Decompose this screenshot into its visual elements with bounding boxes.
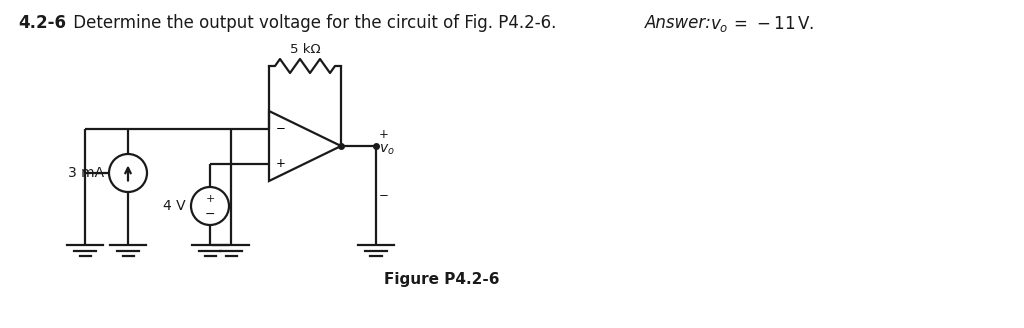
Text: +: + xyxy=(206,194,215,204)
Text: 3 mA: 3 mA xyxy=(68,166,104,180)
Text: $v_o\, =\, -11\,\mathrm{V.}$: $v_o\, =\, -11\,\mathrm{V.}$ xyxy=(710,14,814,34)
Text: −: − xyxy=(379,189,389,202)
Text: Figure P4.2-6: Figure P4.2-6 xyxy=(384,272,500,287)
Text: 4.2-6: 4.2-6 xyxy=(18,14,66,32)
Text: Answer:: Answer: xyxy=(645,14,717,32)
Text: −: − xyxy=(205,208,215,220)
Text: −: − xyxy=(276,122,286,135)
Text: 5 kΩ: 5 kΩ xyxy=(290,43,321,56)
Text: +: + xyxy=(276,157,286,170)
Text: Determine the output voltage for the circuit of Fig. P4.2-6.: Determine the output voltage for the cir… xyxy=(68,14,556,32)
Text: $v_o$: $v_o$ xyxy=(379,143,394,157)
Text: 4 V: 4 V xyxy=(164,199,186,213)
Text: +: + xyxy=(379,128,389,140)
